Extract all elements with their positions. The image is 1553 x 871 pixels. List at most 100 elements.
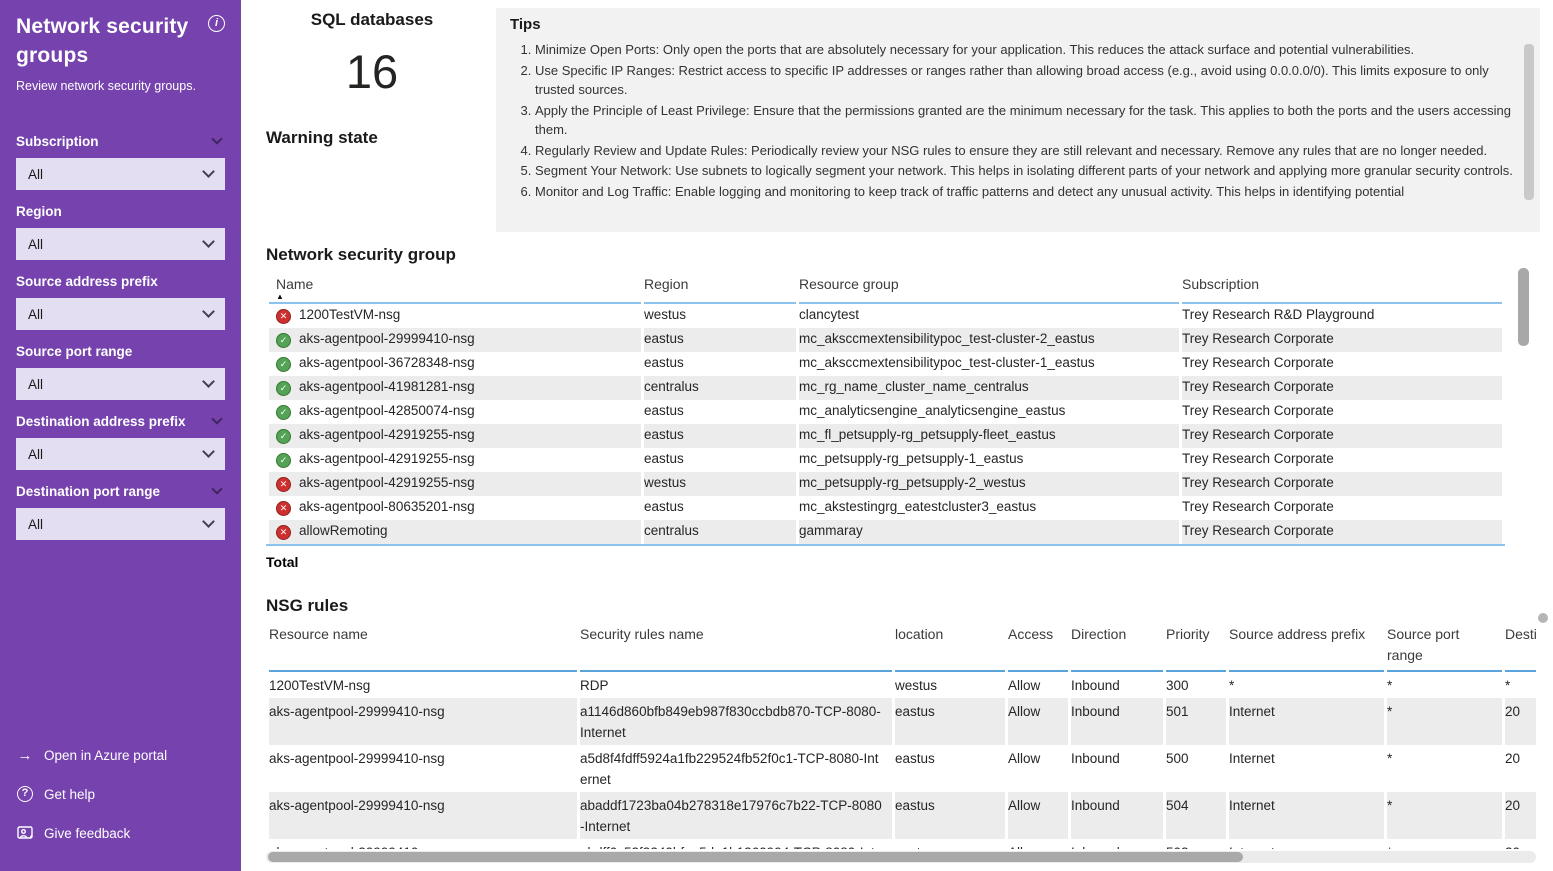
nsg-resource-group: mc_fl_petsupply-rg_petsupply-fleet_eastu… [799,424,1179,448]
rule-priority: 300 [1166,678,1189,693]
nsg-subscription: Trey Research Corporate [1182,376,1502,400]
page-subtitle: Review network security groups. [16,79,196,93]
nsg-name: 1200TestVM-nsg [299,307,401,322]
column-header-access[interactable]: Access [1008,622,1068,672]
filter-destination-port-range: Destination port range All [16,482,225,540]
table-row[interactable]: ✓ aks-agentpool-41981281-nsg centralus mc_r… [269,376,1502,400]
nsg-subscription: Trey Research Corporate [1182,403,1334,418]
rule-direction: Inbound [1071,839,1163,849]
warning-state-true-tile[interactable]: True [386,165,415,181]
column-header-direction[interactable]: Direction [1071,622,1163,672]
success-status-icon: ✓ [276,381,291,396]
tips-scrollbar-thumb[interactable] [1524,44,1534,200]
info-icon[interactable]: i [208,15,225,32]
table-row[interactable]: ✓ aks-agentpool-29999410-nsg eastus mc_aksc… [269,328,1502,352]
table-row[interactable]: aks-agentpool-29999410-nsg abaddf1723ba04… [269,792,1536,839]
column-header-location[interactable]: location [895,622,1005,672]
table-row[interactable]: ✕ allowRemoting centralus gammaray Trey Rese… [269,520,1502,544]
column-header-priority[interactable]: Priority [1166,622,1226,672]
chevron-down-icon [202,515,215,528]
table-row[interactable]: ✓ aks-agentpool-36728348-nsg eastus mc_aksc… [269,352,1502,376]
subscription-dropdown[interactable]: All [16,158,225,190]
table-row[interactable]: aks-agentpool-29999410-nsg a1146d860bfb84… [269,698,1536,745]
table-row[interactable]: ✓ aks-agentpool-42919255-nsg eastus mc_pets… [269,448,1502,472]
success-status-icon: ✓ [276,405,291,420]
column-header-region[interactable]: Region [644,274,796,304]
sql-databases-kpi: SQL databases 16 [253,10,491,99]
chevron-down-icon [202,165,215,178]
rule-resource-name: aks-agentpool-29999410-nsg [269,839,577,849]
table-row[interactable]: ✕ aks-agentpool-42919255-nsg westus mc_pets… [269,472,1502,496]
nsg-subscription: Trey Research Corporate [1182,424,1502,448]
chevron-down-icon [202,235,215,248]
rule-priority: 502 [1166,839,1226,849]
column-header-source-port-range[interactable]: Source port range [1387,622,1502,672]
kpi-title: SQL databases [310,10,434,29]
nsg-region: eastus [644,328,796,352]
filter-destination-address-prefix: Destination address prefix All [16,412,225,470]
nsg-name: aks-agentpool-36728348-nsg [299,355,475,370]
column-header-resource-group[interactable]: Resource group [799,274,1179,304]
rule-rule-name: a1146d860bfb849eb987f830ccbdb870-TCP-808… [580,698,892,745]
open-in-azure-portal-link[interactable]: → Open in Azure portal [17,746,168,764]
column-header-source-address-prefix[interactable]: Source address prefix [1229,622,1384,672]
filter-label: Source port range [16,343,133,359]
destination-port-range-dropdown[interactable]: All [16,508,225,540]
table-row[interactable]: ✕ 1200TestVM-nsg westus clancytest Trey Rese… [269,304,1502,328]
horizontal-scrollbar-thumb[interactable] [268,852,1243,862]
success-status-icon: ✓ [276,429,291,444]
rule-source-port: * [1387,698,1502,745]
nsg-resource-group: clancytest [799,307,860,322]
column-header-name[interactable]: Name ▲ [269,274,641,304]
filter-label: Region [16,203,62,219]
rule-resource-name: aks-agentpool-29999410-nsg [269,792,577,839]
rule-source-prefix: Internet [1229,839,1384,849]
rule-resource-name: aks-agentpool-29999410-nsg [269,698,577,745]
error-status-icon: ✕ [276,525,291,540]
nsg-table-scrollbar-thumb[interactable] [1518,268,1529,346]
nsg-region: eastus [644,451,684,466]
rule-priority: 501 [1166,698,1226,745]
chevron-down-icon[interactable] [211,413,223,425]
chevron-down-icon[interactable] [211,133,223,145]
column-header-destination-address-prefix[interactable]: Destination address prefix [1505,622,1536,672]
nsg-resource-group: mc_petsupply-rg_petsupply-1_eastus [799,451,1024,466]
source-address-prefix-dropdown[interactable]: All [16,298,225,330]
nsg-resource-group: mc_akstestingrg_eatestcluster3_eastus [799,499,1037,514]
destination-address-prefix-dropdown[interactable]: All [16,438,225,470]
nsg-region: centralus [644,376,796,400]
warning-state-false-tile[interactable]: False [276,165,311,181]
sidebar-footer-links: → Open in Azure portal ? Get help Give f… [16,746,225,863]
table-row[interactable]: aks-agentpool-29999410-nsg a5d8f4fdff5924… [269,745,1536,792]
rule-dest-prefix: 20 [1505,792,1536,839]
tip-item: Apply the Principle of Least Privilege: … [535,101,1516,140]
success-status-icon: ✓ [276,453,291,468]
nsg-name: aks-agentpool-41981281-nsg [299,379,475,394]
source-port-range-dropdown[interactable]: All [16,368,225,400]
get-help-link[interactable]: ? Get help [16,785,225,803]
table-row[interactable]: ✓ aks-agentpool-42850074-nsg eastus mc_anal… [269,400,1502,424]
rule-source-prefix: * [1229,678,1235,693]
table-row[interactable]: aks-agentpool-29999410-nsgabdff0c52f3240… [269,839,1536,849]
column-header-subscription[interactable]: Subscription [1182,274,1502,304]
region-dropdown[interactable]: All [16,228,225,260]
help-circle-icon: ? [16,785,34,803]
rules-scrollbar-dot[interactable] [1538,613,1548,623]
table-row[interactable]: ✕ aks-agentpool-80635201-nsg eastus mc_akst… [269,496,1502,520]
nsg-rules-body: 1200TestVM-nsg RDP westus Allow Inbound 300 * *… [269,672,1536,849]
rule-location: eastus [895,839,1005,849]
column-header-resource-name[interactable]: Resource name [269,622,577,672]
success-status-icon: ✓ [276,333,291,348]
filter-label: Destination address prefix [16,413,186,429]
column-header-security-rules-name[interactable]: Security rules name [580,622,892,672]
nsg-resource-group: mc_petsupply-rg_petsupply-2_westus [799,472,1179,496]
horizontal-scrollbar-track[interactable] [266,851,1536,863]
give-feedback-link[interactable]: Give feedback [16,824,225,842]
chevron-down-icon [202,375,215,388]
rule-resource-name: 1200TestVM-nsg [269,678,371,693]
rule-direction: Inbound [1071,698,1163,745]
table-row[interactable]: ✓ aks-agentpool-42919255-nsg eastus mc_fl_p… [269,424,1502,448]
chevron-down-icon[interactable] [211,483,223,495]
table-row[interactable]: 1200TestVM-nsg RDP westus Allow Inbound 300 * *… [269,672,1536,698]
tip-item: Segment Your Network: Use subnets to log… [535,161,1516,181]
